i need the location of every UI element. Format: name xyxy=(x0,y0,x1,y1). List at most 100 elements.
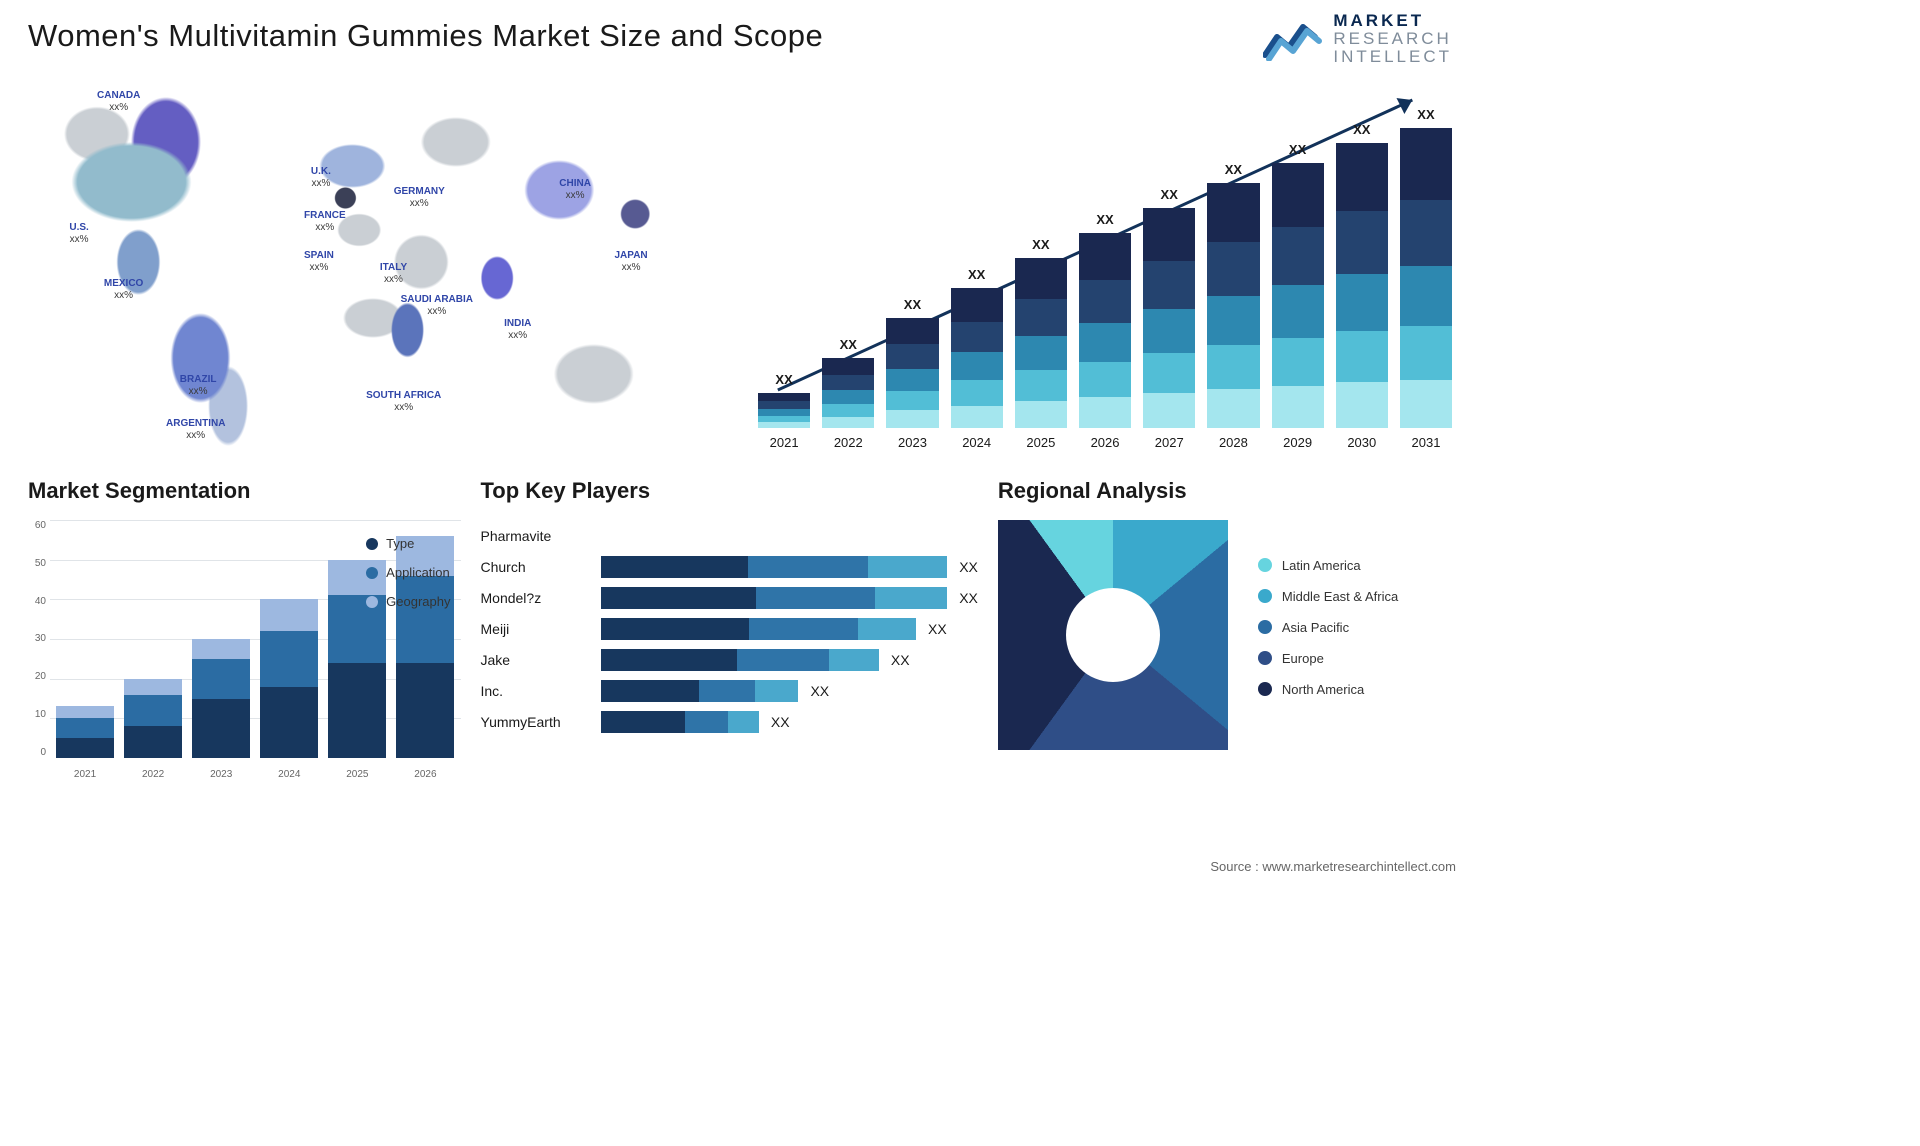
year-label: 2022 xyxy=(822,435,874,450)
legend-item: Application xyxy=(366,565,450,580)
bar-value-label: XX xyxy=(968,267,985,282)
segmentation-bar xyxy=(124,679,182,758)
company-name: Meiji xyxy=(481,613,591,644)
logo-line-2: RESEARCH xyxy=(1333,30,1452,48)
year-label: 2025 xyxy=(1015,435,1067,450)
source-attribution: Source : www.marketresearchintellect.com xyxy=(1210,859,1456,874)
key-player-bar: XX xyxy=(601,551,978,582)
growth-bar: XX xyxy=(1336,122,1388,428)
company-name: YummyEarth xyxy=(481,706,591,737)
bar-value-label: XX xyxy=(1289,142,1306,157)
legend-item: Geography xyxy=(366,594,450,609)
donut-hole xyxy=(1066,588,1160,682)
year-label: 2027 xyxy=(1143,435,1195,450)
segmentation-title: Market Segmentation xyxy=(28,478,461,504)
map-label: ITALYxx% xyxy=(380,262,407,285)
bar-value-label: XX xyxy=(771,714,790,730)
brand-logo: MARKET RESEARCH INTELLECT xyxy=(1263,12,1452,66)
map-label: CANADAxx% xyxy=(97,90,140,113)
map-label: ARGENTINAxx% xyxy=(166,418,225,441)
growth-bar-chart: XX XX XX XX XX XX XX XX XX XX XX 2021 2022 2023 2024 2… xyxy=(758,70,1452,450)
growth-bar: XX xyxy=(1079,212,1131,428)
key-players-chart: XX XX XX XX XX XX xyxy=(601,520,978,737)
page-title: Women's Multivitamin Gummies Market Size… xyxy=(0,0,1480,54)
map-label: SOUTH AFRICAxx% xyxy=(366,390,441,413)
map-label: U.S.xx% xyxy=(69,222,88,245)
legend-item: Middle East & Africa xyxy=(1258,589,1398,604)
bar-value-label: XX xyxy=(891,652,910,668)
year-label: 2024 xyxy=(951,435,1003,450)
key-players-names: PharmaviteChurchMondel?zMeijiJakeInc.Yum… xyxy=(481,520,591,737)
bar-value-label: XX xyxy=(840,337,857,352)
segmentation-bar xyxy=(260,599,318,758)
legend-item: Europe xyxy=(1258,651,1398,666)
logo-icon xyxy=(1263,17,1323,61)
world-map: CANADAxx% U.S.xx% MEXICOxx% BRAZILxx% ARGENT… xyxy=(28,70,718,470)
key-player-bar: XX xyxy=(601,613,978,644)
year-label: 2028 xyxy=(1207,435,1259,450)
map-label: SPAINxx% xyxy=(304,250,334,273)
bar-value-label: XX xyxy=(928,621,947,637)
key-players-title: Top Key Players xyxy=(481,478,978,504)
year-label: 2021 xyxy=(758,435,810,450)
legend-item: Type xyxy=(366,536,450,551)
year-label: 2022 xyxy=(124,769,182,780)
map-label: MEXICOxx% xyxy=(104,278,143,301)
growth-bar: XX xyxy=(1207,162,1259,428)
year-label: 2030 xyxy=(1336,435,1388,450)
segmentation-bar xyxy=(192,639,250,758)
map-label: INDIAxx% xyxy=(504,318,531,341)
map-label: GERMANYxx% xyxy=(394,186,445,209)
growth-bar: XX xyxy=(886,297,938,428)
bar-value-label: XX xyxy=(810,683,829,699)
seg-y-axis: 6050403020100 xyxy=(28,520,50,780)
legend-item: Asia Pacific xyxy=(1258,620,1398,635)
map-label: U.K.xx% xyxy=(311,166,331,189)
key-player-bar: XX xyxy=(601,706,978,737)
growth-bar: XX xyxy=(1272,142,1324,428)
key-players-panel: Top Key Players PharmaviteChurchMondel?z… xyxy=(481,478,978,780)
year-label: 2026 xyxy=(1079,435,1131,450)
legend-item: Latin America xyxy=(1258,558,1398,573)
bar-value-label: XX xyxy=(1225,162,1242,177)
company-name: Church xyxy=(481,551,591,582)
key-player-bar: XX xyxy=(601,644,978,675)
bar-value-label: XX xyxy=(775,372,792,387)
bar-value-label: XX xyxy=(1096,212,1113,227)
year-label: 2023 xyxy=(886,435,938,450)
key-player-bar: XX xyxy=(601,675,978,706)
bar-value-label: XX xyxy=(1161,187,1178,202)
map-label: SAUDI ARABIAxx% xyxy=(401,294,473,317)
year-label: 2031 xyxy=(1400,435,1452,450)
regional-legend: Latin America Middle East & Africa Asia Pa… xyxy=(1258,558,1398,713)
regional-analysis-title: Regional Analysis xyxy=(998,478,1452,504)
growth-bar: XX xyxy=(822,337,874,428)
growth-bar: XX xyxy=(951,267,1003,428)
growth-bar: XX xyxy=(758,372,810,428)
key-player-bar xyxy=(601,520,978,551)
bar-value-label: XX xyxy=(1353,122,1370,137)
company-name: Pharmavite xyxy=(481,520,591,551)
year-label: 2024 xyxy=(260,769,318,780)
logo-line-1: MARKET xyxy=(1333,12,1452,30)
growth-bar: XX xyxy=(1015,237,1067,428)
regional-analysis-panel: Regional Analysis Latin America Middle Ea… xyxy=(998,478,1452,780)
map-label: FRANCExx% xyxy=(304,210,346,233)
year-label: 2026 xyxy=(396,769,454,780)
map-label: BRAZILxx% xyxy=(180,374,217,397)
segmentation-bar xyxy=(56,706,114,758)
bar-value-label: XX xyxy=(1032,237,1049,252)
year-label: 2029 xyxy=(1272,435,1324,450)
growth-bar: XX xyxy=(1400,107,1452,428)
bar-value-label: XX xyxy=(1417,107,1434,122)
bar-value-label: XX xyxy=(904,297,921,312)
segmentation-panel: Market Segmentation 6050403020100 202120… xyxy=(28,478,461,780)
year-label: 2023 xyxy=(192,769,250,780)
bar-value-label: XX xyxy=(959,590,978,606)
map-label: CHINAxx% xyxy=(559,178,591,201)
company-name: Jake xyxy=(481,644,591,675)
company-name: Inc. xyxy=(481,675,591,706)
regional-donut-chart xyxy=(998,520,1228,750)
company-name: Mondel?z xyxy=(481,582,591,613)
growth-bar: XX xyxy=(1143,187,1195,428)
